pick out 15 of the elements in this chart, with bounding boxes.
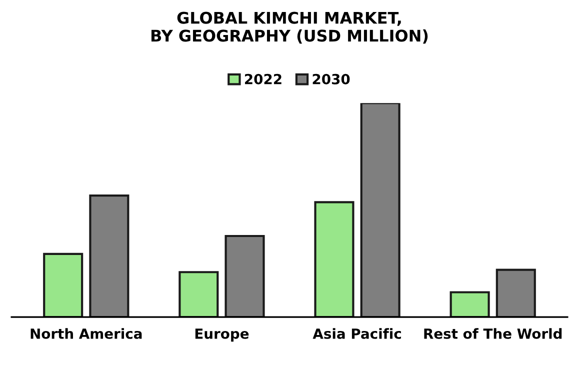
bar [360, 103, 400, 318]
bar [178, 271, 219, 318]
bar [496, 268, 536, 318]
x-tick-label: Asia Pacific [312, 328, 401, 339]
x-tick-label: Rest of The World [424, 328, 562, 339]
x-tick-label: North America [30, 328, 142, 339]
bar [43, 252, 84, 318]
bar [314, 201, 354, 318]
x-tick-label: Europe [195, 328, 249, 342]
bar [224, 234, 265, 318]
bar [89, 194, 130, 318]
bar [450, 291, 490, 318]
legend-label: 2030 [312, 74, 350, 84]
legend-label: 2022 [245, 74, 282, 84]
chart-title: GLOBAL KIMCHI MARKET, BY GEOGRAPHY (USD MILLION) [151, 12, 428, 44]
